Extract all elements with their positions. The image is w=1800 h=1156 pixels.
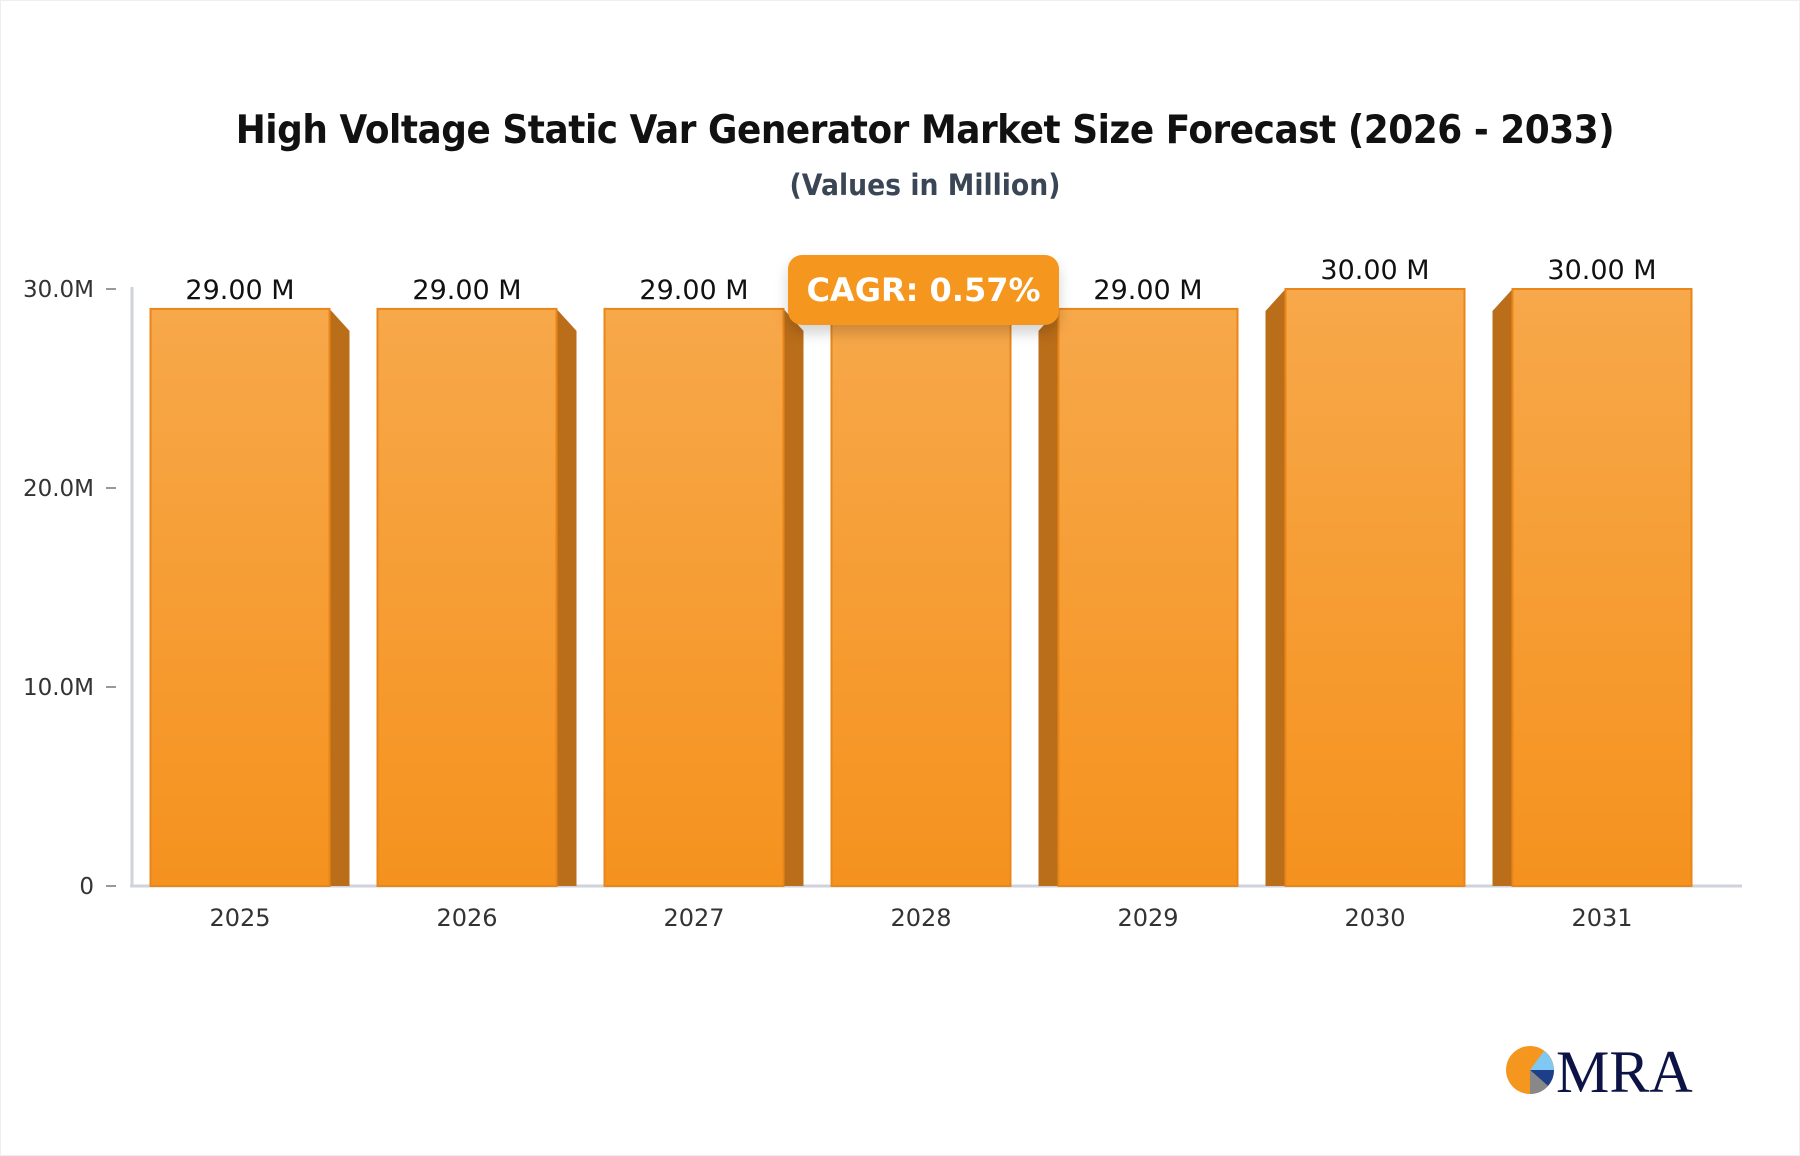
logo-text: MRA xyxy=(1556,1040,1693,1100)
data-label: 29.00 M xyxy=(412,275,521,306)
x-tick-label: 2025 xyxy=(209,904,270,932)
bar-2027 xyxy=(603,307,785,887)
bar-side xyxy=(1038,308,1059,886)
bar-2029 xyxy=(1057,307,1239,887)
data-label: 30.00 M xyxy=(1320,255,1429,286)
y-tick-label: 30.0M xyxy=(23,277,94,303)
bar-2025 xyxy=(149,307,331,887)
data-label: 29.00 M xyxy=(185,275,294,306)
data-label: 29.00 M xyxy=(1093,275,1202,306)
bar-2031 xyxy=(1511,288,1693,887)
x-tick-label: 2031 xyxy=(1571,904,1632,932)
data-label: 29.00 M xyxy=(639,275,748,306)
cagr-badge: CAGR: 0.57% xyxy=(788,255,1059,325)
y-tick-label: 20.0M xyxy=(23,476,94,502)
mra-logo: MRA xyxy=(1506,1040,1696,1100)
x-tick-label: 2027 xyxy=(663,904,724,932)
x-tick-label: 2028 xyxy=(890,904,951,932)
y-tick-label: 0 xyxy=(79,874,94,900)
y-tick-label: 10.0M xyxy=(23,675,94,701)
bar-2026 xyxy=(376,307,558,887)
x-tick-label: 2026 xyxy=(436,904,497,932)
bar-2030 xyxy=(1284,288,1466,887)
data-label: 30.00 M xyxy=(1547,255,1656,286)
bar-side xyxy=(783,308,804,886)
logo-pie-icon: MRA xyxy=(1506,1040,1693,1100)
chart-subtitle: (Values in Million) xyxy=(789,168,1061,202)
x-tick-label: 2030 xyxy=(1344,904,1405,932)
bar-2028 xyxy=(830,307,1012,887)
chart-title: High Voltage Static Var Generator Market… xyxy=(235,108,1615,153)
bar-side xyxy=(556,308,577,886)
x-tick-label: 2029 xyxy=(1117,904,1178,932)
bar-side xyxy=(329,308,350,886)
bar-side xyxy=(1492,289,1513,886)
bar-side xyxy=(1265,289,1286,886)
